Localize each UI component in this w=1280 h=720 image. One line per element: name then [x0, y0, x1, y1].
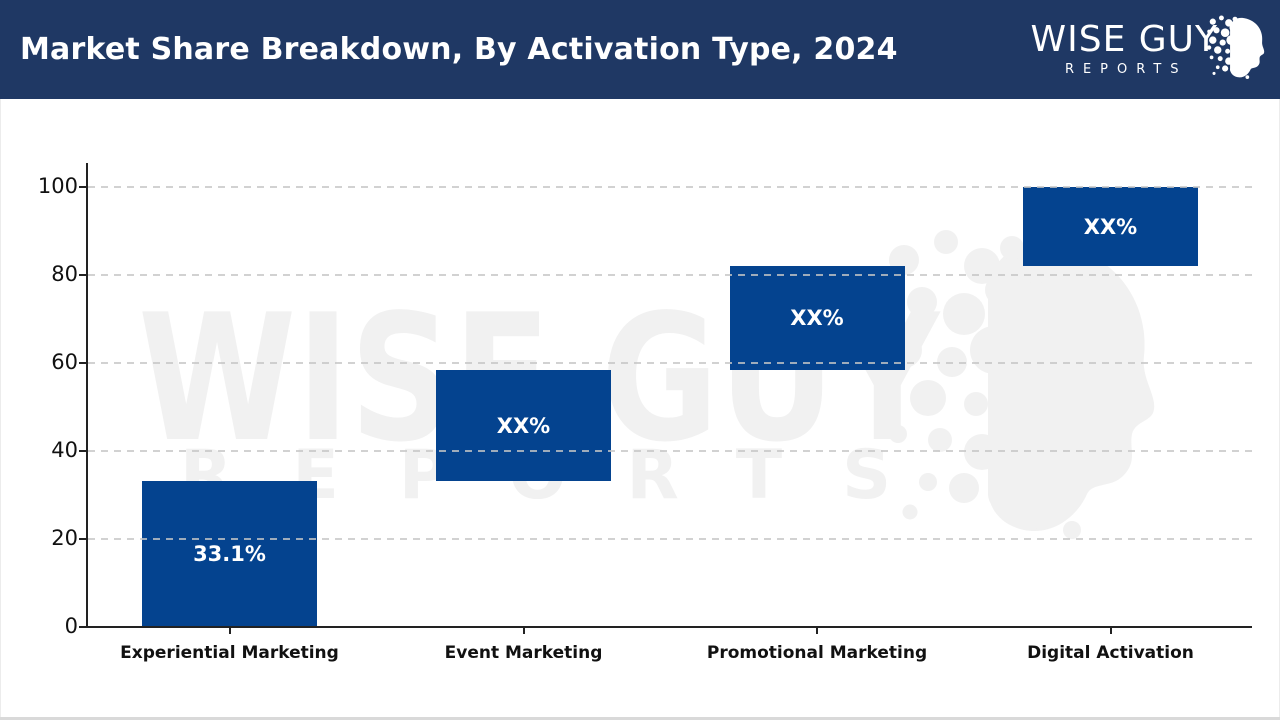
bar-value-label: XX%	[790, 306, 844, 331]
y-tick-mark	[79, 626, 86, 628]
y-axis-line	[86, 163, 88, 628]
x-tick-mark	[522, 628, 525, 634]
x-tick-mark	[228, 628, 231, 634]
header-bar: Market Share Breakdown, By Activation Ty…	[0, 0, 1280, 99]
x-tick-mark	[1109, 628, 1112, 634]
y-tick-label: 60	[51, 350, 78, 374]
y-tick-mark	[79, 538, 86, 540]
bar: XX%	[1023, 187, 1198, 267]
y-tick-mark	[79, 186, 86, 188]
x-category-label: Event Marketing	[444, 643, 603, 663]
y-tick-label: 80	[51, 262, 78, 286]
x-category-label: Digital Activation	[1027, 643, 1194, 663]
bar: 33.1%	[142, 481, 317, 627]
gridline	[88, 450, 1252, 452]
y-tick-label: 100	[37, 174, 78, 198]
gridline	[88, 186, 1252, 188]
brand-logo: WISE GUY REPORTS	[1031, 13, 1280, 87]
y-tick-label: 20	[51, 526, 78, 550]
x-axis-line	[86, 626, 1252, 628]
bar-value-label: XX%	[1083, 214, 1138, 239]
brand-subname: REPORTS	[1064, 62, 1188, 77]
x-tick-mark	[816, 628, 818, 634]
y-tick-mark	[79, 362, 86, 364]
bar: XX%	[729, 266, 905, 371]
bar-value-label: 33.1%	[193, 542, 266, 567]
y-tick-mark	[79, 274, 86, 276]
y-tick-label: 40	[51, 438, 78, 462]
brand-logo-text: WISE GUY REPORTS	[1030, 19, 1219, 78]
bar: XX%	[436, 370, 611, 482]
x-category-label: Experiential Marketing	[120, 643, 339, 663]
brand-dot-head-icon	[1205, 14, 1265, 79]
bar-value-label: XX%	[496, 413, 551, 438]
gridline	[88, 538, 1252, 540]
y-tick-label: 0	[64, 614, 78, 638]
y-tick-mark	[79, 450, 86, 452]
gridline	[88, 362, 1252, 364]
brand-name: WISE GUY	[1030, 19, 1218, 60]
chart-title: Market Share Breakdown, By Activation Ty…	[20, 32, 898, 67]
gridline	[88, 274, 1252, 276]
x-category-label: Promotional Marketing	[706, 643, 928, 663]
